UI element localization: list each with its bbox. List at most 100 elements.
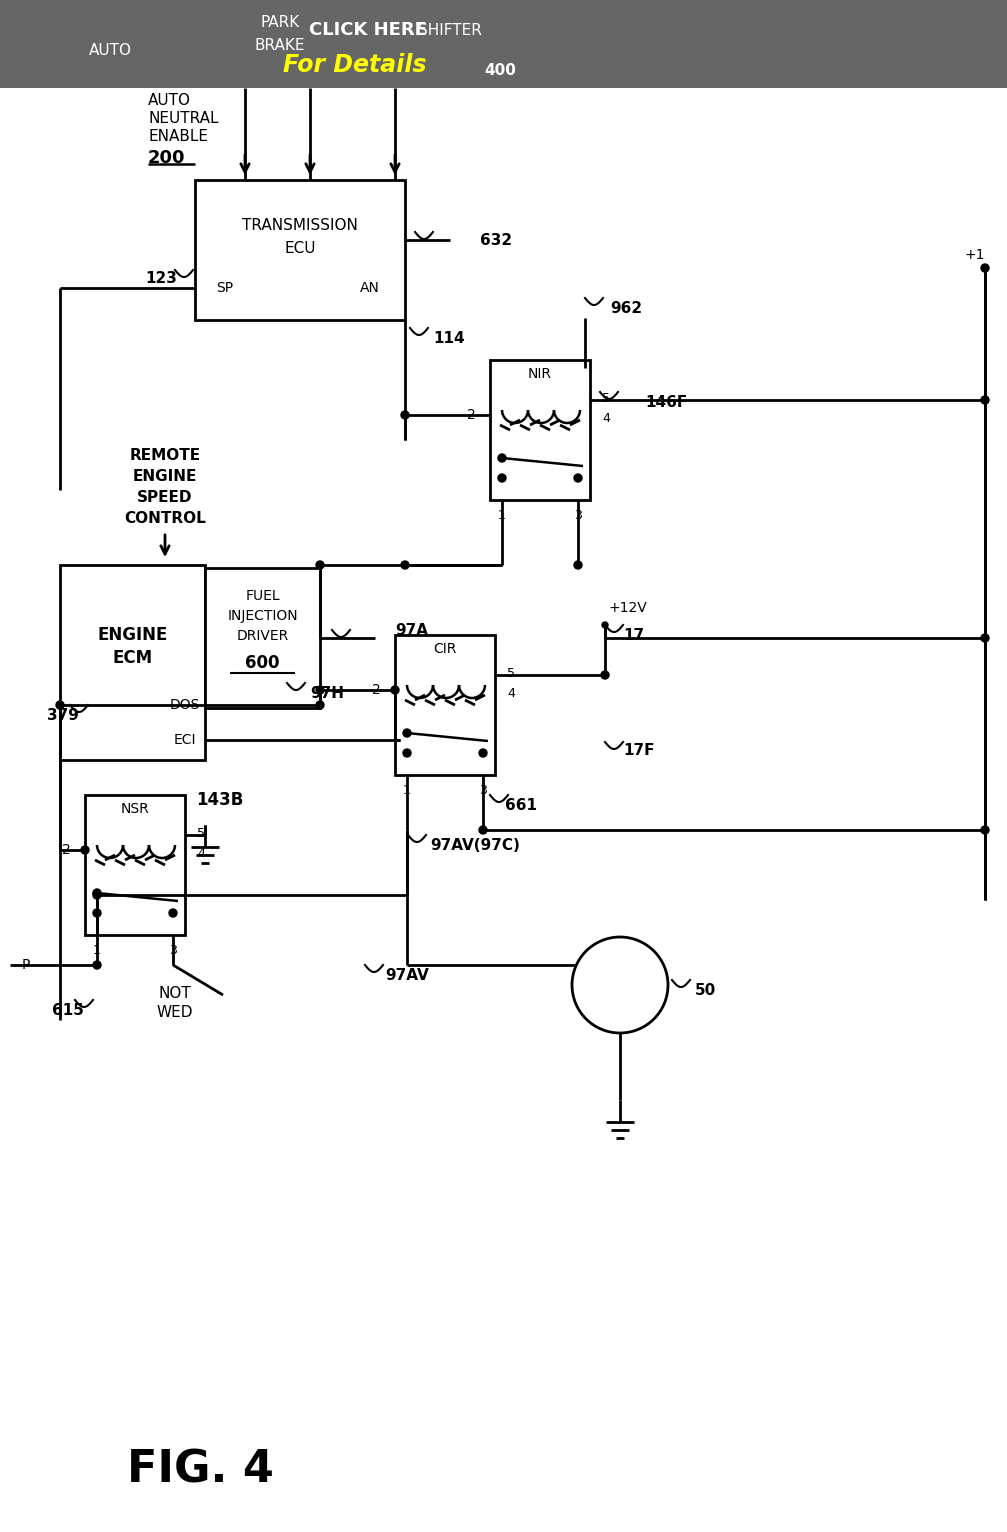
Text: REMOTE: REMOTE [130,447,200,463]
Text: 97AV: 97AV [385,968,429,982]
Text: CLICK HERE: CLICK HERE [309,21,427,38]
Circle shape [93,889,101,898]
Bar [598,971,642,999]
Text: 615: 615 [52,1002,84,1017]
Text: 2: 2 [62,843,71,856]
Circle shape [169,908,177,918]
Bar [85,795,185,935]
Text: ECM: ECM [113,650,153,666]
Circle shape [391,686,399,694]
Circle shape [316,702,324,709]
Text: NOT: NOT [159,985,191,1000]
Text: 97AV(97C): 97AV(97C) [430,838,520,852]
Bar [395,634,495,775]
Text: 143B: 143B [196,791,244,809]
Text: FIG. 4: FIG. 4 [127,1448,274,1492]
Circle shape [981,634,989,642]
Text: NEUTRAL: NEUTRAL [148,110,219,126]
Text: SP: SP [217,280,234,296]
Text: P: P [22,958,30,971]
Text: PARK: PARK [261,14,300,29]
Text: AN: AN [361,280,380,296]
Text: 4: 4 [507,686,515,700]
Circle shape [498,473,506,483]
Text: 50: 50 [695,982,716,997]
Text: 1: 1 [498,509,506,521]
Text: 379: 379 [47,708,79,723]
Circle shape [401,411,409,418]
Text: 661: 661 [505,798,537,812]
Text: DRIVER: DRIVER [237,630,289,643]
Text: 4: 4 [602,412,610,424]
Circle shape [572,938,668,1033]
Circle shape [981,395,989,404]
Text: 5: 5 [507,666,515,680]
Text: SPEED: SPEED [137,490,192,504]
Text: For Details: For Details [283,54,427,77]
Bar [490,360,590,499]
Text: 600: 600 [246,654,280,673]
Text: 1: 1 [403,783,411,797]
Text: 3: 3 [169,944,177,956]
Text: TRANSMISSION: TRANSMISSION [242,218,357,233]
Text: CIR: CIR [433,642,457,656]
Text: NIR: NIR [528,368,552,381]
Text: 400: 400 [484,63,516,78]
Circle shape [479,749,487,757]
Bar [0,0,1007,87]
Text: +1: +1 [965,248,985,262]
Text: 632: 632 [480,233,513,248]
Text: 5: 5 [602,392,610,404]
Text: 97H: 97H [310,685,344,700]
Text: 17: 17 [623,628,644,642]
Circle shape [601,671,609,679]
Circle shape [316,686,324,694]
Text: ECU: ECU [284,241,316,256]
Text: 5: 5 [197,826,205,840]
Circle shape [602,622,608,628]
Text: INJECTION: INJECTION [228,610,298,624]
Text: ENGINE: ENGINE [133,469,197,484]
Circle shape [316,561,324,568]
Text: DOS: DOS [170,699,200,712]
Circle shape [93,961,101,970]
Text: SHIFTER: SHIFTER [418,23,482,37]
Circle shape [479,826,487,833]
Text: +12V: +12V [608,601,646,614]
Text: 3: 3 [574,509,582,521]
Circle shape [498,453,506,463]
Text: 17F: 17F [623,743,655,757]
Text: 2: 2 [467,408,476,421]
Circle shape [981,264,989,273]
Text: 4: 4 [197,847,204,859]
Text: FUEL: FUEL [245,588,280,604]
Circle shape [93,908,101,918]
Text: 114: 114 [433,331,464,346]
Circle shape [56,702,64,709]
Bar [60,565,205,760]
Text: 3: 3 [479,783,487,797]
Text: 2: 2 [373,683,381,697]
Text: ECI: ECI [174,732,196,748]
Text: AUTO: AUTO [89,43,132,58]
Circle shape [574,561,582,568]
Text: 97A: 97A [395,622,428,637]
Bar [195,179,405,320]
Text: 146F: 146F [645,395,687,409]
Circle shape [403,729,411,737]
Text: CONTROL: CONTROL [124,510,205,525]
Circle shape [401,561,409,568]
Text: NSR: NSR [121,801,149,817]
Bar [205,568,320,708]
Text: AUTO: AUTO [148,92,191,107]
Circle shape [81,846,89,853]
Text: 1: 1 [93,944,101,956]
Text: BRAKE: BRAKE [255,37,305,52]
Text: ENABLE: ENABLE [148,129,208,144]
Circle shape [403,749,411,757]
Text: 200: 200 [148,149,185,167]
Circle shape [93,892,101,899]
Circle shape [574,473,582,483]
Text: ENGINE: ENGINE [98,627,168,643]
Text: WED: WED [157,1005,193,1019]
